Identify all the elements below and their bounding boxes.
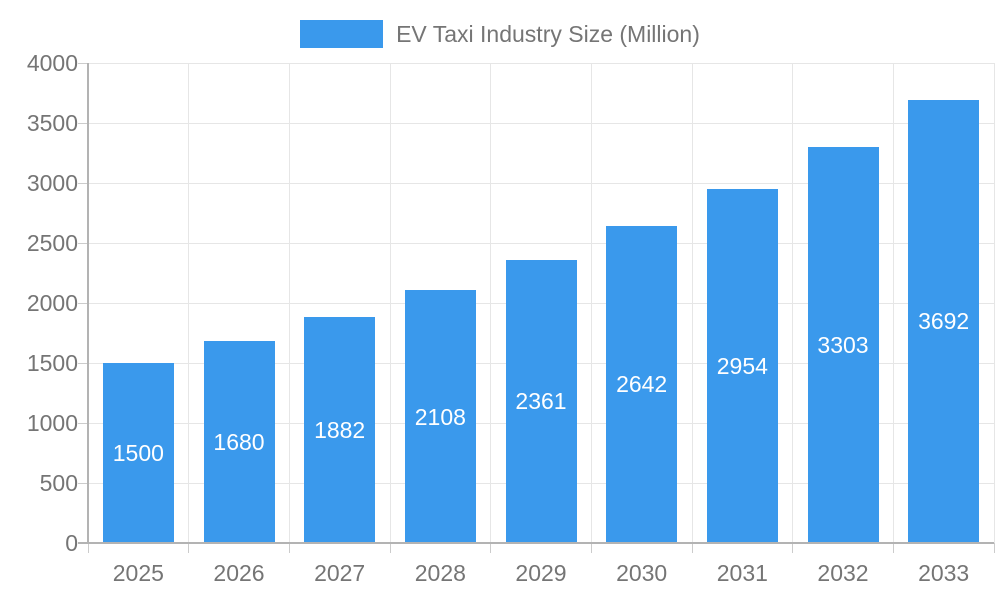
h-gridline (88, 242, 994, 244)
x-axis-label: 2025 (112, 560, 164, 586)
v-gridline (892, 63, 894, 543)
h-gridline (88, 182, 994, 184)
x-axis-tick (389, 543, 391, 553)
x-axis-label: 2026 (213, 560, 265, 586)
legend-label: EV Taxi Industry Size (Million) (396, 21, 700, 47)
bar[interactable]: 2954 (706, 188, 778, 543)
y-axis-label: 1500 (26, 350, 78, 376)
y-axis-tick (78, 182, 88, 184)
v-gridline (590, 63, 592, 543)
y-axis-label: 2000 (26, 290, 78, 316)
bar-value-label: 3303 (817, 331, 869, 358)
bar[interactable]: 1680 (203, 341, 275, 543)
bar[interactable]: 1882 (304, 317, 376, 543)
x-axis-tick (490, 543, 492, 553)
h-gridline (88, 122, 994, 124)
x-axis-tick (288, 543, 290, 553)
bar-value-label: 1500 (112, 440, 164, 466)
v-gridline (691, 63, 693, 543)
bar-value-label: 2954 (716, 352, 768, 379)
bar-value-label: 2108 (414, 403, 466, 430)
bar-value-label: 1680 (213, 429, 265, 456)
x-axis-label: 2033 (918, 560, 970, 586)
bar[interactable]: 1500 (102, 363, 174, 543)
x-axis-tick (590, 543, 592, 553)
v-gridline (188, 63, 190, 543)
h-gridline (88, 62, 994, 64)
bar[interactable]: 2361 (505, 259, 577, 543)
x-axis-tick (993, 543, 995, 553)
x-axis-tick (792, 543, 794, 553)
bar-value-label: 1882 (314, 417, 366, 444)
x-axis-label: 2027 (314, 560, 366, 586)
v-gridline (288, 63, 290, 543)
y-axis-tick (78, 62, 88, 64)
y-axis-tick (78, 242, 88, 244)
x-axis-tick (87, 543, 89, 553)
chart-legend: EV Taxi Industry Size (Million) (0, 20, 1000, 48)
y-axis-label: 0 (65, 530, 78, 556)
x-axis-label: 2032 (817, 560, 869, 586)
x-axis-label: 2029 (515, 560, 567, 586)
y-axis-tick (78, 422, 88, 424)
x-axis-tick (892, 543, 894, 553)
v-gridline (792, 63, 794, 543)
bar-value-label: 2361 (515, 388, 567, 415)
y-axis-label: 2500 (26, 230, 78, 256)
bar[interactable]: 2642 (606, 225, 678, 543)
x-axis-line (78, 542, 994, 544)
y-axis-label: 3000 (26, 170, 78, 196)
y-axis-line (87, 63, 89, 543)
x-axis-label: 2030 (616, 560, 668, 586)
bar-value-label: 2642 (616, 371, 668, 398)
bar-value-label: 3692 (918, 308, 970, 335)
y-axis-label: 500 (39, 470, 78, 496)
y-axis-tick (78, 482, 88, 484)
bar[interactable]: 3303 (807, 146, 879, 543)
x-axis-tick (691, 543, 693, 553)
y-axis-label: 4000 (26, 50, 78, 76)
x-axis-label: 2028 (414, 560, 466, 586)
v-gridline (389, 63, 391, 543)
y-axis-tick (78, 362, 88, 364)
v-gridline (490, 63, 492, 543)
legend-swatch-icon (300, 20, 384, 48)
y-axis-label: 3500 (26, 110, 78, 136)
y-axis-tick (78, 122, 88, 124)
v-gridline (993, 63, 995, 543)
x-axis-tick (188, 543, 190, 553)
x-axis-label: 2031 (716, 560, 768, 586)
bar[interactable]: 3692 (908, 99, 980, 543)
y-axis-label: 1000 (26, 410, 78, 436)
y-axis-tick (78, 302, 88, 304)
bar[interactable]: 2108 (404, 290, 476, 543)
